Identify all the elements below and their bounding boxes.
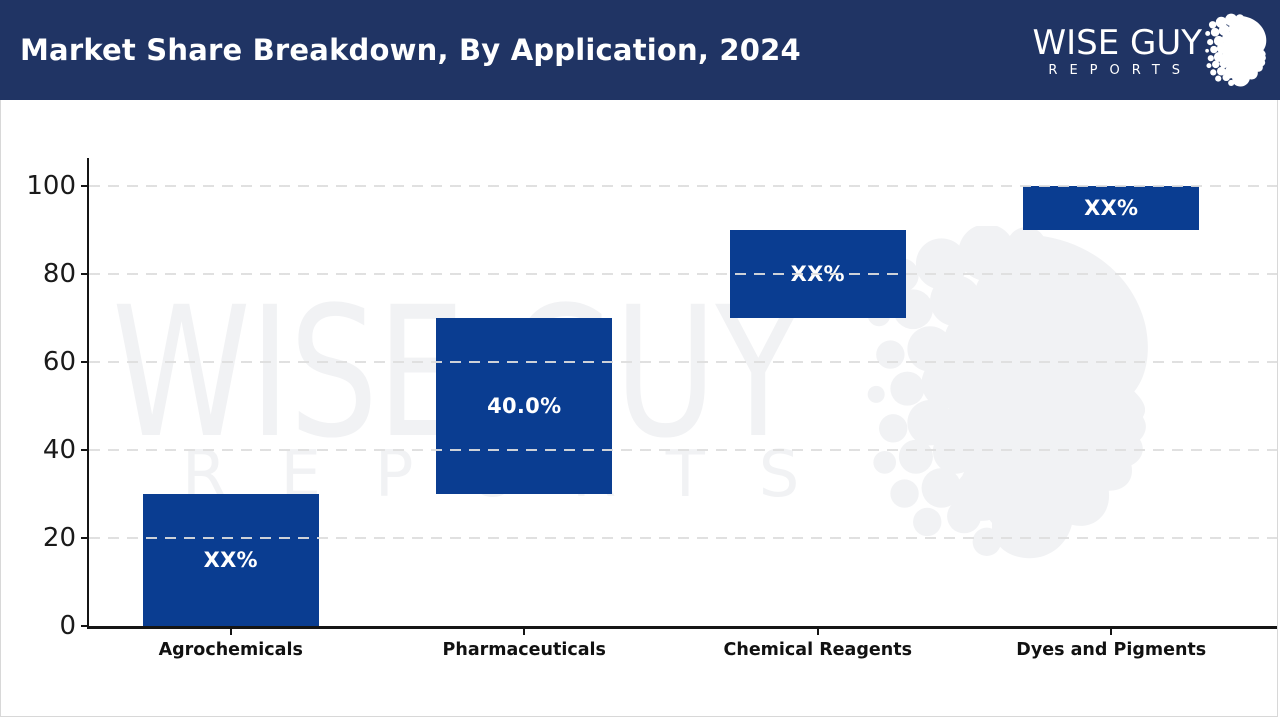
- bar-dyes-and-pigments: XX%: [1023, 186, 1200, 230]
- y-axis-line: [87, 158, 89, 628]
- y-tick-label-0: 0: [59, 611, 76, 641]
- logo-wordmark-top: WISE GUY: [1032, 23, 1202, 64]
- bar-value-label: XX%: [1084, 196, 1139, 220]
- y-tick-label-20: 20: [42, 523, 76, 553]
- x-category-label-3: Dyes and Pigments: [1016, 640, 1207, 660]
- head-profile-dots-watermark: [862, 224, 1174, 574]
- gridline-40: [89, 449, 1277, 451]
- gridline-60: [89, 361, 1277, 363]
- logo-text: WISE GUY REPORTS: [1032, 23, 1202, 78]
- bar-value-label: 40.0%: [487, 394, 562, 418]
- gridline-80: [89, 273, 1277, 275]
- x-tick-3: [1110, 628, 1113, 635]
- gridline-20: [89, 537, 1277, 539]
- y-tick-60: [81, 361, 88, 363]
- y-tick-0: [81, 625, 88, 627]
- x-category-label-1: Pharmaceuticals: [442, 640, 606, 660]
- y-tick-100: [81, 185, 88, 187]
- head-profile-dots-icon: [1204, 12, 1272, 92]
- page-title: Market Share Breakdown, By Application, …: [20, 33, 801, 67]
- y-tick-40: [81, 449, 88, 451]
- bar-value-label: XX%: [203, 548, 258, 572]
- x-tick-2: [816, 628, 819, 635]
- y-tick-label-60: 60: [42, 347, 76, 377]
- x-tick-1: [523, 628, 526, 635]
- bar-agrochemicals: XX%: [142, 494, 319, 626]
- x-tick-0: [229, 628, 232, 635]
- gridline-100: [89, 185, 1277, 187]
- x-category-label-0: Agrochemicals: [158, 640, 303, 660]
- logo-wordmark-bottom: REPORTS: [1048, 62, 1193, 78]
- bar-pharmaceuticals: 40.0%: [436, 318, 613, 494]
- wise-guy-reports-logo: WISE GUY REPORTS: [1032, 8, 1272, 96]
- y-tick-label-100: 100: [26, 171, 76, 201]
- x-category-label-2: Chemical Reagents: [723, 640, 912, 660]
- waterfall-chart: 0 20 40 60 80 100 XX% Agrochemicals 40.0% Pharmac…: [0, 100, 1280, 716]
- y-tick-80: [81, 273, 88, 275]
- y-tick-label-40: 40: [42, 435, 76, 465]
- y-tick-label-80: 80: [42, 259, 76, 289]
- header-bar: Market Share Breakdown, By Application, …: [0, 0, 1280, 100]
- y-tick-20: [81, 537, 88, 539]
- x-axis-line: [87, 626, 1277, 629]
